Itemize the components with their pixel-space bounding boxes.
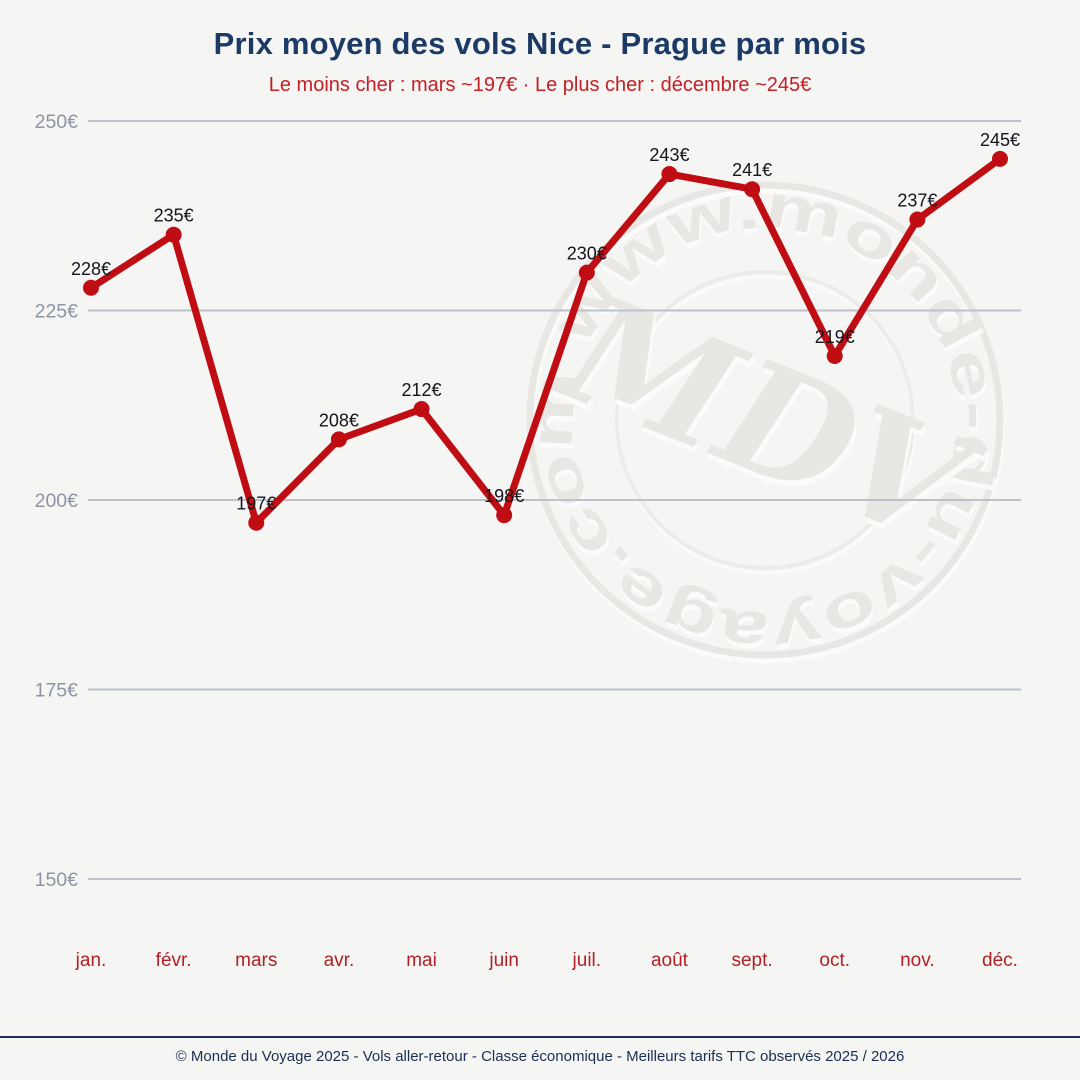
data-point [413,401,430,418]
data-point-label: 212€ [402,380,442,400]
x-axis-month-label: oct. [819,950,850,971]
data-point-label: 235€ [154,206,194,226]
x-axis-month-label: févr. [156,950,192,971]
y-axis-tick-label: 175€ [35,680,79,702]
data-point [826,347,843,364]
data-point-label: 219€ [815,327,855,347]
y-axis-tick-label: 150€ [35,869,79,891]
x-axis-month-label: mai [406,950,437,971]
data-point [578,264,595,281]
data-point [165,226,182,243]
x-axis-month-label: nov. [900,950,935,971]
data-point [83,279,99,296]
x-axis-month-label: juil. [572,950,602,971]
data-point-label: 230€ [567,244,607,264]
y-axis-tick-label: 200€ [35,490,79,512]
data-point [992,150,1008,167]
x-axis-month-label: août [651,950,689,971]
data-point-label: 245€ [980,130,1020,150]
data-point-label: 197€ [236,494,276,514]
x-axis-month-label: jan. [75,950,107,971]
x-axis-month-label: mars [235,950,277,971]
data-point [248,514,265,531]
data-point-label: 237€ [897,191,937,211]
data-point-label: 241€ [732,160,772,180]
data-point [744,181,761,198]
data-point [909,211,926,228]
data-point-label: 198€ [484,486,524,506]
data-point-label: 228€ [71,259,111,279]
x-axis-month-label: sept. [731,950,772,971]
chart-footer: © Monde du Voyage 2025 - Vols aller-reto… [0,1036,1080,1080]
x-axis-month-label: avr. [324,950,355,971]
chart-header: Prix moyen des vols Nice - Prague par mo… [0,0,1080,97]
watermark-inner-circle [615,270,915,570]
y-axis-tick-label: 225€ [35,301,79,323]
footer-copyright: © Monde du Voyage 2025 - Vols aller-reto… [175,1048,905,1065]
price-line [87,155,1004,527]
data-point-label: 208€ [319,410,359,430]
data-point [330,431,347,448]
page-title: Prix moyen des vols Nice - Prague par mo… [213,26,867,61]
x-axis-month-label: juin [488,950,519,971]
page-subtitle: Le moins cher : mars ~197€ · Le plus che… [268,74,812,96]
watermark-inner-circle [616,274,917,575]
x-axis-month-label: déc. [982,950,1018,971]
watermark-outer-circle [526,181,1004,659]
data-point [661,166,678,183]
data-point [496,507,513,524]
data-point-label: 243€ [649,145,689,165]
y-axis-tick-label: 250€ [35,111,79,133]
